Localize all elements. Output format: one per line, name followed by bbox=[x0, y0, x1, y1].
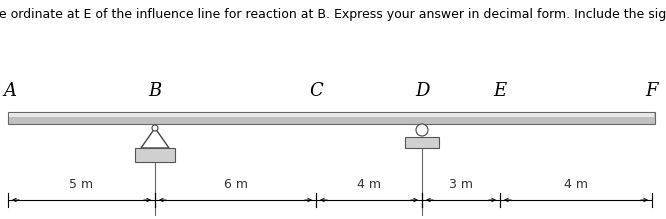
Text: F: F bbox=[646, 82, 658, 100]
Text: 5 m: 5 m bbox=[69, 178, 93, 191]
Text: B: B bbox=[149, 82, 162, 100]
Bar bbox=[8, 112, 655, 124]
Bar bbox=[135, 148, 175, 162]
Text: A: A bbox=[3, 82, 17, 100]
Circle shape bbox=[152, 125, 158, 131]
Circle shape bbox=[416, 124, 428, 136]
Text: D: D bbox=[415, 82, 429, 100]
Text: E: E bbox=[494, 82, 507, 100]
Text: 4 m: 4 m bbox=[564, 178, 588, 191]
Text: Determine the ordinate at E of the influence line for reaction at B. Express you: Determine the ordinate at E of the influ… bbox=[0, 8, 666, 21]
Text: 3 m: 3 m bbox=[449, 178, 473, 191]
Text: 4 m: 4 m bbox=[357, 178, 381, 191]
Bar bbox=[405, 137, 439, 148]
Text: C: C bbox=[309, 82, 323, 100]
Polygon shape bbox=[141, 128, 169, 148]
Bar bbox=[9, 113, 654, 117]
Text: 6 m: 6 m bbox=[224, 178, 248, 191]
